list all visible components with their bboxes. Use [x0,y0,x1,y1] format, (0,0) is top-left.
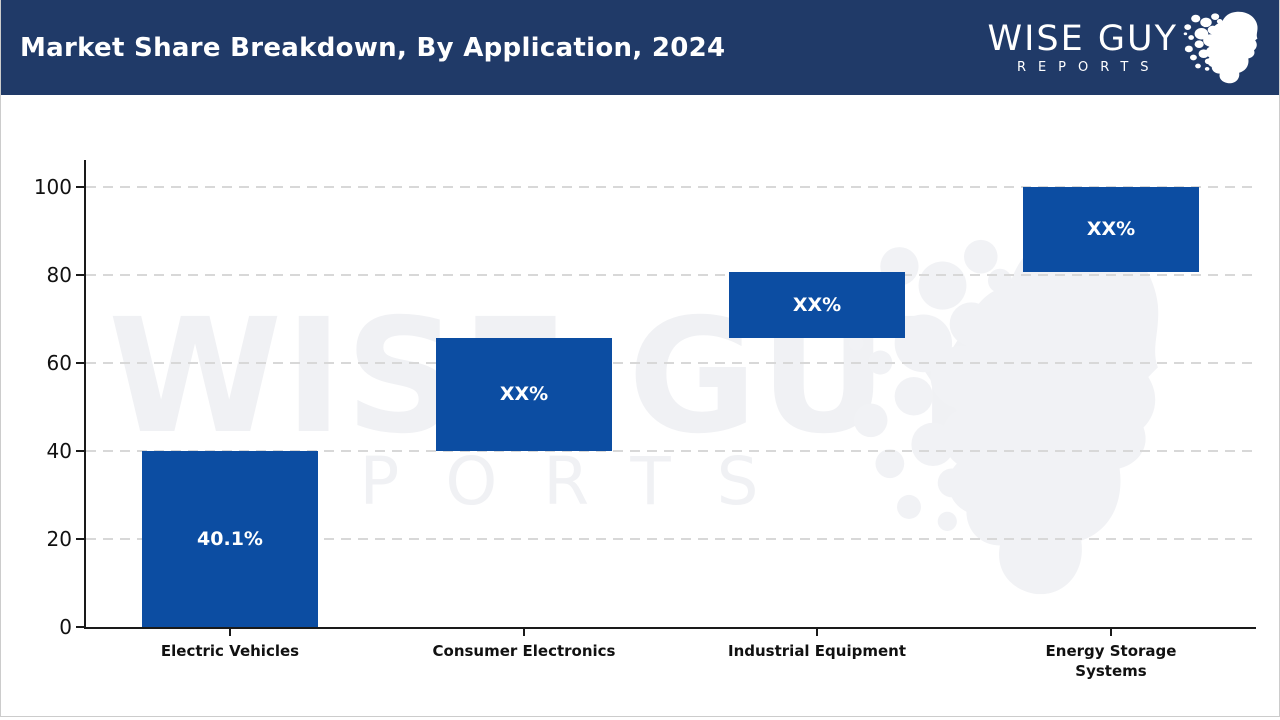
x-category-label: Energy Storage Systems [1045,642,1177,680]
y-tick-mark [76,362,84,364]
gridline-60 [86,362,1256,364]
y-tick-mark [76,274,84,276]
bar-2: XX% [436,337,612,451]
bar-3: XX% [729,271,905,338]
y-tick-label: 100 [33,175,72,199]
gridline-40 [86,450,1256,452]
wise-guy-reports-logo: WISE GUY REPORTS [987,10,1262,86]
x-tick-mark [1110,629,1112,636]
header-banner: Market Share Breakdown, By Application, … [0,0,1280,95]
gridline-80 [86,274,1256,276]
x-tick-mark [229,629,231,636]
bar-value-label: XX% [1086,218,1136,241]
logo-wordmark: WISE GUY [987,19,1178,59]
bar-value-label: XX% [792,293,842,316]
chart-title: Market Share Breakdown, By Application, … [20,32,726,63]
y-tick-label: 0 [59,615,72,639]
waterfall-chart: WISE GUY REPORTS 0 20 40 60 80 100 40.1% XX% XX%… [0,95,1280,720]
x-category-label: Consumer Electronics [432,642,616,660]
x-category-label: Industrial Equipment [728,642,906,660]
gridline-100 [86,186,1256,188]
x-tick-mark [816,629,818,636]
y-tick-label: 80 [46,263,72,287]
y-tick-mark [76,450,84,452]
gridline-20 [86,538,1256,540]
bar-4: XX% [1023,187,1199,272]
logo-head-icon [1183,11,1258,83]
x-category-label: Electric Vehicles [160,642,300,660]
y-tick-mark [76,186,84,188]
y-tick-mark [76,626,84,628]
y-tick-label: 40 [46,439,72,463]
y-axis [84,160,86,629]
logo-text: WISE GUY REPORTS [987,20,1178,75]
x-tick-mark [523,629,525,636]
bar-value-label: XX% [499,383,549,406]
bar-1: 40.1% [142,450,318,627]
logo-subtitle: REPORTS [1016,60,1161,75]
y-tick-mark [76,538,84,540]
y-tick-label: 20 [46,527,72,551]
bar-value-label: 40.1% [197,527,263,550]
x-axis [84,627,1256,629]
y-tick-label: 60 [46,351,72,375]
